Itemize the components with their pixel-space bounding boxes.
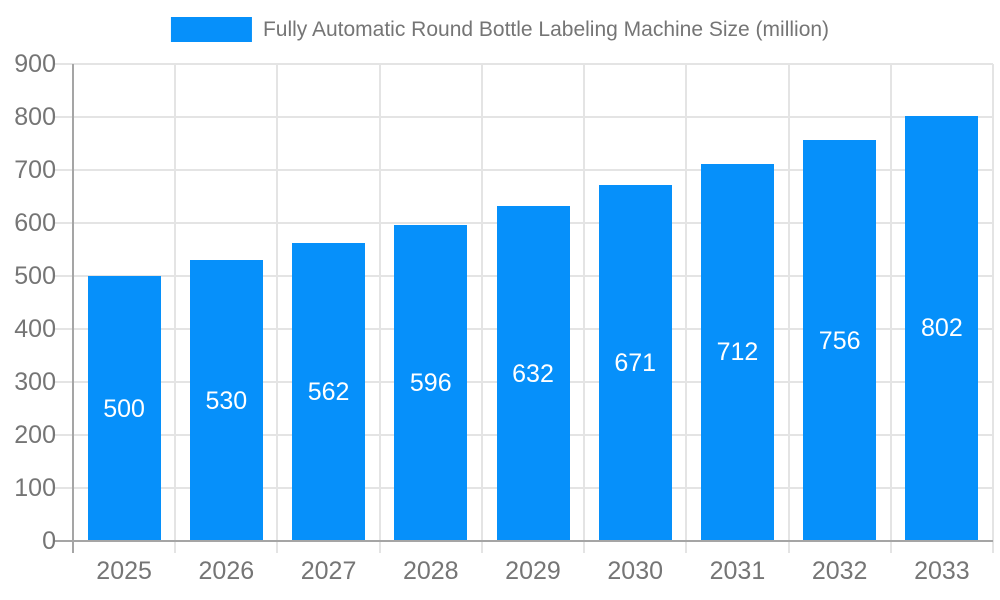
x-axis-tick-label: 2029 xyxy=(505,557,561,585)
gridline-vertical xyxy=(480,64,483,553)
y-axis-tick-label: 100 xyxy=(14,474,56,502)
gridline-vertical xyxy=(276,64,279,553)
y-axis-tick-label: 800 xyxy=(14,103,56,131)
bar[interactable] xyxy=(700,163,774,541)
legend-item[interactable]: Fully Automatic Round Bottle Labeling Ma… xyxy=(170,17,830,42)
bar-value-label: 500 xyxy=(103,394,145,423)
gridline-vertical xyxy=(889,64,892,553)
y-axis-tick-label: 500 xyxy=(14,262,56,290)
y-axis-tick-label: 0 xyxy=(42,527,56,555)
x-axis-tick-label: 2025 xyxy=(96,557,152,585)
y-axis-tick-label: 600 xyxy=(14,209,56,237)
y-axis-tick-label: 400 xyxy=(14,315,56,343)
gridline-horizontal xyxy=(55,169,993,171)
bar-value-label: 802 xyxy=(921,314,963,343)
y-axis-tick-label: 900 xyxy=(14,50,56,78)
gridline-horizontal xyxy=(55,63,993,65)
y-axis-tick-label: 700 xyxy=(14,156,56,184)
y-axis-tick-label: 200 xyxy=(14,421,56,449)
x-axis-tick-label: 2030 xyxy=(607,557,664,585)
x-axis-tick-label: 2031 xyxy=(709,557,766,585)
x-axis-line xyxy=(55,540,993,542)
y-axis-tick-label: 300 xyxy=(14,368,56,396)
gridline-vertical xyxy=(685,64,688,553)
gridline-vertical xyxy=(787,64,790,553)
x-axis-tick-label: 2028 xyxy=(402,557,459,585)
gridline-horizontal xyxy=(55,116,993,118)
bar[interactable] xyxy=(87,276,161,541)
bar-value-label: 671 xyxy=(614,349,657,378)
bar[interactable] xyxy=(905,115,979,541)
bar[interactable] xyxy=(292,243,366,541)
bar-value-label: 712 xyxy=(716,338,759,367)
x-axis-tick-label: 2027 xyxy=(300,557,357,585)
gridline-vertical xyxy=(583,64,586,553)
gridline-vertical xyxy=(174,64,177,553)
x-axis-tick-label: 2033 xyxy=(914,557,970,585)
bar-value-label: 756 xyxy=(818,326,861,355)
legend-swatch xyxy=(170,17,252,42)
gridline-vertical xyxy=(378,64,381,553)
legend-label: Fully Automatic Round Bottle Labeling Ma… xyxy=(262,17,830,41)
gridline-vertical xyxy=(992,64,994,553)
bar-value-label: 530 xyxy=(205,386,248,415)
bar[interactable] xyxy=(496,206,570,541)
bar-value-label: 596 xyxy=(409,369,452,398)
x-axis-tick-label: 2026 xyxy=(198,557,255,585)
y-axis-line xyxy=(72,64,74,553)
bar[interactable] xyxy=(803,140,877,541)
bar[interactable] xyxy=(394,225,468,541)
bar[interactable] xyxy=(189,260,263,541)
bar[interactable] xyxy=(598,185,672,541)
bar-value-label: 562 xyxy=(307,378,350,407)
bar-value-label: 632 xyxy=(512,359,554,388)
x-axis-tick-label: 2032 xyxy=(811,557,868,585)
